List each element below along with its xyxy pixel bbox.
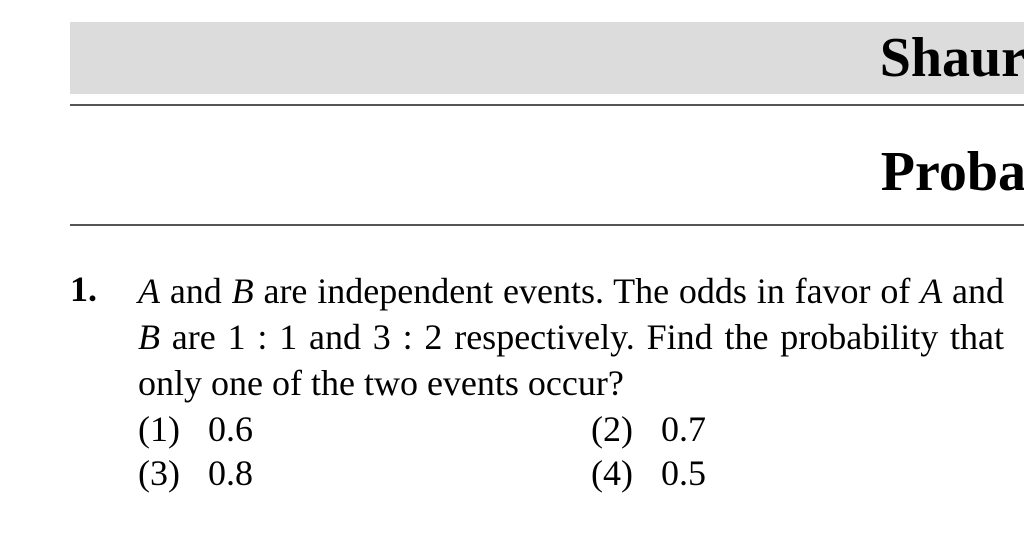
option-val: 0.7 xyxy=(661,408,706,450)
question-block: 1. A and B are independent events. The o… xyxy=(70,268,1004,494)
header-bar: Shaur xyxy=(70,22,1024,94)
option-val: 0.8 xyxy=(208,452,253,494)
var-b2: B xyxy=(138,317,160,357)
option-num: (3) xyxy=(138,452,208,494)
header-title: Shaur xyxy=(880,26,1024,90)
option-4: (4) 0.5 xyxy=(591,452,1004,494)
divider-top xyxy=(70,104,1024,106)
question-number: 1. xyxy=(70,268,138,310)
var-b: B xyxy=(232,271,254,311)
option-val: 0.5 xyxy=(661,452,706,494)
option-num: (2) xyxy=(591,408,661,450)
option-val: 0.6 xyxy=(208,408,253,450)
var-a: A xyxy=(138,271,160,311)
option-num: (1) xyxy=(138,408,208,450)
text-seg: are 1 : 1 and 3 : 2 respectively. Find t… xyxy=(138,317,1004,403)
option-1: (1) 0.6 xyxy=(138,408,551,450)
text-seg: and xyxy=(160,271,232,311)
text-seg: and xyxy=(942,271,1004,311)
option-num: (4) xyxy=(591,452,661,494)
subtitle: Proba xyxy=(881,140,1024,204)
option-2: (2) 0.7 xyxy=(591,408,1004,450)
divider-bottom xyxy=(70,224,1024,226)
option-3: (3) 0.8 xyxy=(138,452,551,494)
question-row: 1. A and B are independent events. The o… xyxy=(70,268,1004,406)
var-a2: A xyxy=(920,271,942,311)
text-seg: are independent events. The odds in favo… xyxy=(254,271,921,311)
options-grid: (1) 0.6 (2) 0.7 (3) 0.8 (4) 0.5 xyxy=(138,408,1004,494)
question-text: A and B are independent events. The odds… xyxy=(138,268,1004,406)
